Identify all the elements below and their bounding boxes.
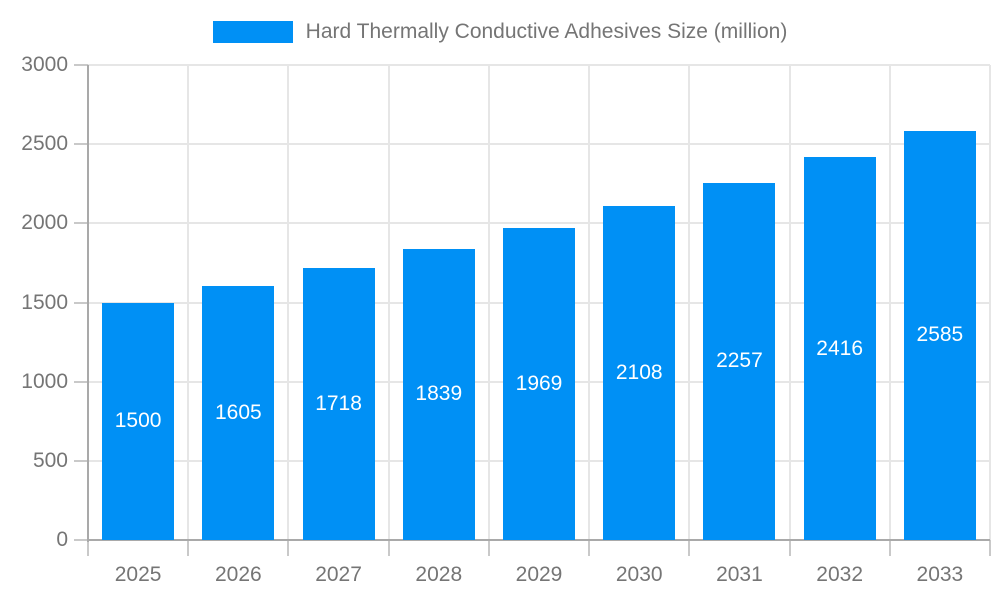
y-axis-tick (74, 64, 88, 66)
bar[interactable]: 1605 (202, 285, 275, 540)
x-axis-label: 2029 (515, 563, 563, 586)
y-axis-label: 500 (32, 448, 68, 472)
x-axis-tick (688, 540, 691, 556)
v-gridline (387, 65, 390, 540)
v-gridline (187, 65, 190, 540)
bar-value-label: 2257 (716, 349, 763, 373)
x-axis-label: 2025 (114, 563, 162, 586)
bar[interactable]: 1718 (302, 267, 375, 540)
legend-item[interactable]: Hard Thermally Conductive Adhesives Size… (0, 20, 1000, 44)
y-axis-tick (74, 143, 88, 146)
y-axis-tick (74, 459, 88, 462)
x-axis-label: 2030 (615, 563, 663, 586)
x-axis-tick (187, 540, 190, 556)
bar[interactable]: 2257 (703, 182, 776, 540)
bar-value-label: 1969 (515, 372, 563, 396)
y-axis-tick (74, 301, 88, 304)
x-axis-tick (888, 540, 891, 556)
y-axis-label: 1000 (21, 369, 68, 393)
x-axis-line (88, 539, 990, 541)
v-gridline (487, 65, 490, 540)
legend-label: Hard Thermally Conductive Adhesives Size… (305, 20, 788, 43)
x-axis-tick (788, 540, 791, 556)
y-axis-tick (74, 539, 88, 541)
x-axis-tick (989, 540, 991, 556)
v-gridline (888, 65, 891, 540)
bar-value-label: 1839 (415, 382, 463, 406)
x-axis-tick (487, 540, 490, 556)
x-axis-label: 2028 (415, 563, 463, 586)
bar-value-label: 2108 (615, 361, 663, 385)
y-axis-label: 2500 (21, 132, 68, 156)
y-axis-tick (74, 222, 88, 225)
y-axis-label: 1500 (21, 290, 68, 314)
x-axis-label: 2031 (716, 563, 763, 586)
bar[interactable]: 2108 (603, 206, 676, 540)
bar-value-label: 2416 (816, 336, 864, 360)
bar[interactable]: 2416 (803, 157, 876, 540)
v-gridline (788, 65, 791, 540)
bar[interactable]: 1969 (503, 228, 575, 540)
x-axis-label: 2032 (816, 563, 864, 586)
v-gridline (287, 65, 290, 540)
bar-value-label: 1605 (214, 400, 262, 424)
v-gridline (588, 65, 591, 540)
x-axis-label: 2026 (214, 563, 262, 586)
x-axis-tick (287, 540, 290, 556)
bar-value-label: 1718 (315, 391, 362, 415)
v-gridline (989, 65, 991, 540)
y-axis-tick (74, 380, 88, 383)
bar-value-label: 2585 (916, 323, 964, 347)
v-gridline (688, 65, 691, 540)
legend-swatch (212, 21, 293, 43)
h-gridline (88, 222, 990, 225)
y-axis-label: 2000 (21, 211, 68, 235)
x-axis-tick (588, 540, 591, 556)
x-axis-tick (87, 540, 89, 556)
bar-value-label: 1500 (114, 409, 162, 433)
h-gridline (88, 143, 990, 146)
y-axis-label: 3000 (21, 53, 68, 76)
x-axis-label: 2033 (916, 563, 964, 586)
bar[interactable]: 1500 (102, 302, 175, 540)
bar[interactable]: 2585 (903, 130, 976, 540)
bar[interactable]: 1839 (402, 248, 475, 540)
y-axis-line (87, 65, 89, 542)
h-gridline (88, 64, 990, 66)
x-axis-tick (387, 540, 390, 556)
x-axis-label: 2027 (315, 563, 362, 586)
y-axis-label: 0 (56, 528, 68, 551)
